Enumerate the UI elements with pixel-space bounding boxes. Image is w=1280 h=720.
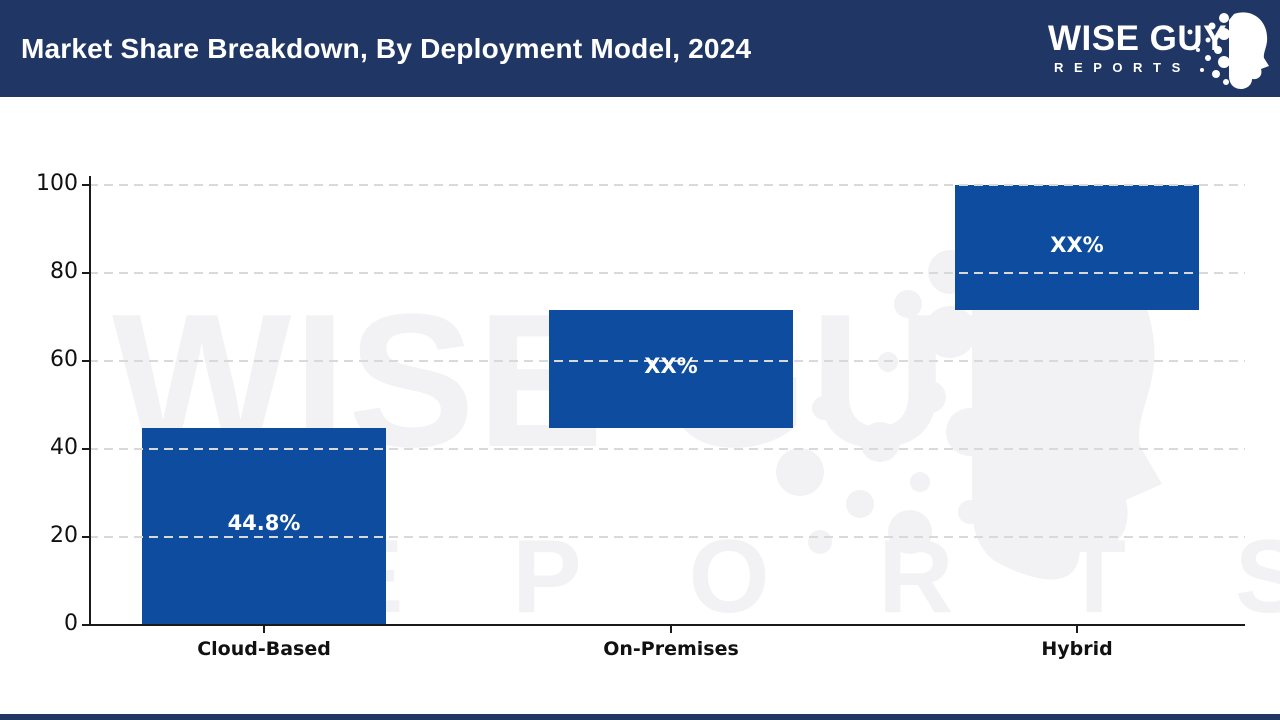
y-gridline xyxy=(89,272,1245,274)
y-gridline xyxy=(89,184,1245,186)
x-tick-mark xyxy=(670,626,672,633)
x-axis-line xyxy=(89,624,1245,626)
bar-label-on-premises: XX% xyxy=(644,354,698,379)
y-gridline xyxy=(89,448,1245,450)
y-tick-mark xyxy=(82,448,89,450)
logo-text-line2: R E P O R T S xyxy=(1054,60,1184,75)
chart-title: Market Share Breakdown, By Deployment Mo… xyxy=(21,33,752,64)
y-tick-label: 0 xyxy=(64,611,78,636)
y-gridline xyxy=(89,360,1245,362)
watermark-face-icon xyxy=(776,233,1162,580)
logo-text-line1: WISE GUY xyxy=(1048,19,1227,58)
x-tick-label: On-Premises xyxy=(603,638,739,660)
bar-label-hybrid: XX% xyxy=(1050,232,1104,257)
bar-hybrid xyxy=(955,185,1199,311)
footer-bar xyxy=(0,714,1280,720)
bar-on-premises xyxy=(549,310,793,428)
x-tick-label: Cloud-Based xyxy=(197,638,331,660)
y-tick-mark xyxy=(82,360,89,362)
wise-guy-reports-logo: WISE GUY R E P O R T S xyxy=(1048,12,1269,89)
header-bar: Market Share Breakdown, By Deployment Mo… xyxy=(0,0,1280,97)
y-tick-mark xyxy=(82,624,89,626)
x-tick-mark xyxy=(263,626,265,633)
bar-cloud-based xyxy=(142,427,386,625)
y-tick-label: 40 xyxy=(50,435,78,460)
x-tick-label: Hybrid xyxy=(1041,638,1113,660)
x-tick-mark xyxy=(1076,626,1078,633)
y-tick-mark xyxy=(82,272,89,274)
y-tick-label: 60 xyxy=(50,347,78,372)
y-tick-mark xyxy=(82,536,89,538)
y-axis-line xyxy=(89,176,91,626)
bar-label-cloud-based: 44.8% xyxy=(227,511,301,536)
y-gridline xyxy=(89,536,1245,538)
y-tick-label: 100 xyxy=(36,171,78,196)
y-tick-label: 20 xyxy=(50,523,78,548)
logo-face-icon xyxy=(1180,12,1269,89)
y-tick-mark xyxy=(82,184,89,186)
y-tick-label: 80 xyxy=(50,259,78,284)
